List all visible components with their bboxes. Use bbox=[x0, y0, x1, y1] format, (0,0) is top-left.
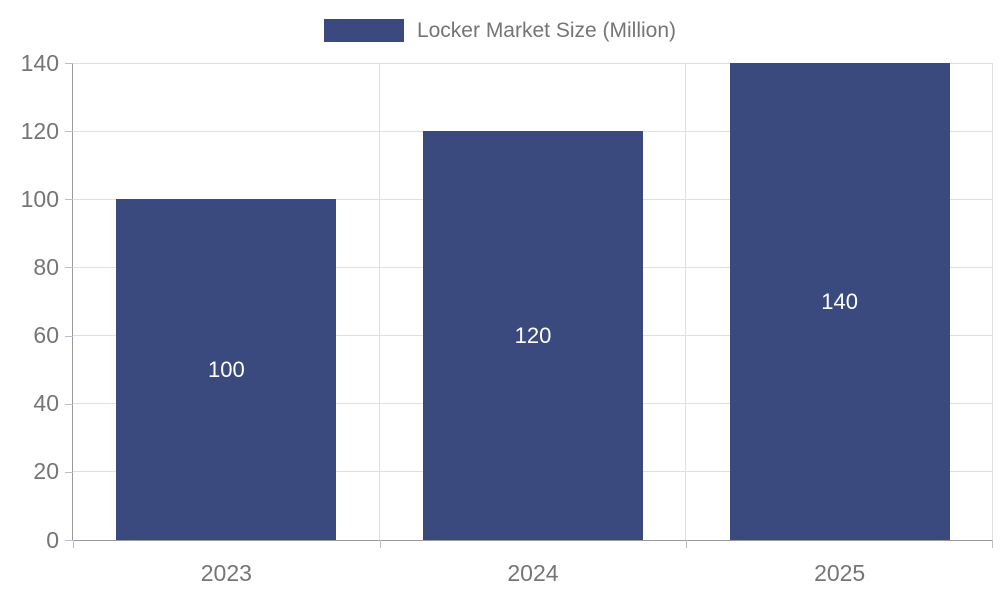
y-axis-tick-label: 140 bbox=[20, 49, 59, 76]
y-axis-tick bbox=[65, 540, 73, 541]
y-axis-tick-label: 0 bbox=[46, 526, 59, 553]
y-axis-tick bbox=[65, 335, 73, 337]
y-axis-tick-label: 60 bbox=[33, 322, 59, 349]
bar-value-label: 120 bbox=[514, 322, 552, 348]
x-axis-tick-label: 2023 bbox=[200, 560, 252, 586]
bar-2024: 120 bbox=[423, 131, 643, 540]
bar-value-label: 140 bbox=[821, 288, 859, 314]
v-gridline bbox=[378, 63, 380, 540]
x-axis-line bbox=[72, 540, 993, 541]
bar-value-label: 100 bbox=[207, 356, 245, 382]
h-gridline bbox=[73, 130, 993, 132]
x-axis-tick bbox=[992, 540, 993, 548]
y-axis-tick-label: 20 bbox=[33, 458, 59, 485]
x-axis-tick-label: 2024 bbox=[507, 560, 559, 586]
legend-swatch-icon bbox=[323, 19, 404, 42]
x-axis-tick bbox=[73, 540, 74, 548]
y-axis-tick bbox=[65, 403, 73, 405]
y-axis-tick-label: 80 bbox=[33, 253, 59, 280]
v-gridline bbox=[992, 63, 993, 540]
y-axis-tick bbox=[65, 267, 73, 269]
y-axis-tick-label: 100 bbox=[20, 185, 59, 212]
bar-2025: 140 bbox=[729, 63, 950, 540]
y-axis-tick bbox=[65, 131, 73, 133]
plot-area: 100 120 140 bbox=[73, 62, 993, 540]
h-gridline bbox=[73, 62, 993, 64]
y-axis-tick bbox=[65, 199, 73, 201]
y-axis-tick bbox=[65, 63, 73, 64]
y-axis-line bbox=[72, 63, 73, 541]
chart-legend[interactable]: Locker Market Size (Million) bbox=[0, 19, 1000, 42]
x-axis-tick bbox=[379, 540, 381, 548]
y-axis-tick-label: 40 bbox=[33, 390, 59, 417]
y-axis-tick bbox=[65, 471, 73, 473]
x-axis-tick bbox=[686, 540, 688, 548]
bar-2023: 100 bbox=[116, 199, 337, 540]
v-gridline bbox=[685, 63, 687, 540]
legend-label: Locker Market Size (Million) bbox=[416, 19, 677, 42]
y-axis-tick-label: 120 bbox=[20, 117, 59, 144]
x-axis-tick-label: 2025 bbox=[814, 560, 866, 586]
